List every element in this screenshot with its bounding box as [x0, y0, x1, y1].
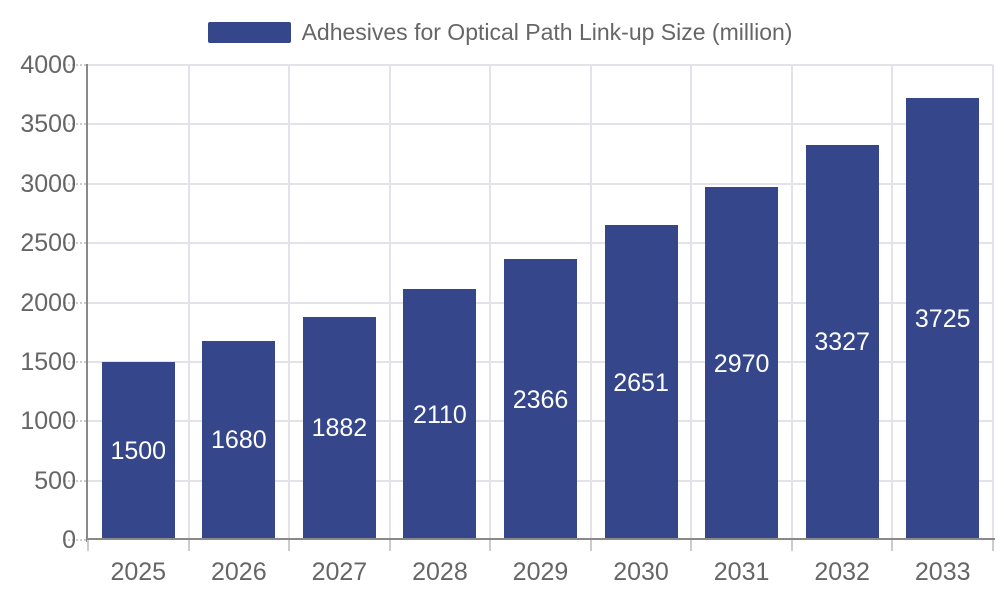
gridline-horizontal — [88, 64, 993, 66]
x-axis-tick-label: 2025 — [110, 558, 167, 586]
bar-value-label: 3327 — [814, 328, 870, 357]
y-axis-tick — [64, 301, 86, 304]
bar: 2651 — [604, 225, 678, 540]
bar-value-label: 3725 — [914, 304, 971, 333]
y-axis-tick-label: 1000 — [20, 407, 76, 436]
x-axis-tick — [388, 540, 391, 551]
y-axis-tick-label: 0 — [62, 526, 76, 554]
gridline-horizontal — [88, 242, 993, 245]
y-axis-tick-label: 4000 — [20, 51, 76, 79]
x-axis-tick-label: 2027 — [311, 558, 368, 586]
y-axis-tick-label: 500 — [34, 466, 76, 495]
x-axis-tick — [992, 540, 994, 551]
x-axis-tick — [489, 540, 492, 551]
gridline-horizontal — [88, 123, 993, 126]
gridline-vertical — [891, 65, 894, 540]
plot-area: 1500 1680 1882 2110 2366 2651 2970 3327 3725 — [88, 64, 994, 540]
bar: 2970 — [705, 187, 779, 540]
y-axis-line — [86, 64, 88, 542]
chart-legend: Adhesives for Optical Path Link-up Size … — [0, 19, 1000, 46]
y-axis-tick-label: 3500 — [20, 110, 76, 139]
y-axis-tick — [64, 539, 86, 541]
gridline-horizontal — [88, 182, 993, 185]
y-axis-tick-label: 2500 — [20, 229, 76, 258]
bar-value-label: 2651 — [613, 368, 669, 397]
bar: 2110 — [403, 289, 477, 540]
y-axis-tick — [64, 242, 86, 245]
gridline-vertical — [489, 65, 492, 540]
x-axis-tick-label: 2033 — [914, 558, 971, 586]
bar: 1680 — [202, 340, 276, 540]
bar-value-label: 2366 — [512, 385, 569, 414]
y-axis-tick — [64, 479, 86, 482]
gridline-vertical — [187, 65, 190, 540]
y-axis-tick-label: 2000 — [20, 288, 76, 317]
x-axis-tick — [891, 540, 894, 551]
x-axis-tick — [187, 540, 190, 551]
x-axis-tick — [589, 540, 592, 551]
bar: 3327 — [805, 144, 879, 540]
gridline-vertical — [288, 65, 291, 540]
y-axis-tick — [64, 420, 86, 423]
x-axis-line — [86, 538, 995, 540]
bar: 3725 — [906, 97, 980, 540]
x-axis-tick — [87, 540, 89, 551]
bar: 2366 — [504, 259, 577, 540]
x-axis-tick-label: 2031 — [713, 558, 770, 586]
x-axis-tick — [790, 540, 793, 551]
bar-value-label: 1680 — [211, 426, 267, 455]
y-axis-tick — [64, 360, 86, 363]
gridline-vertical — [589, 65, 592, 540]
x-axis-tick-label: 2030 — [613, 558, 669, 586]
y-axis-tick-label: 1500 — [20, 347, 76, 376]
x-axis-tick — [288, 540, 291, 551]
y-axis-tick-label: 3000 — [20, 169, 76, 198]
x-axis-tick-label: 2026 — [211, 558, 267, 586]
y-axis-tick — [64, 182, 86, 185]
gridline-vertical — [690, 65, 693, 540]
y-axis-tick — [64, 123, 86, 126]
bar-value-label: 2110 — [413, 400, 467, 429]
bar-value-label: 2970 — [713, 349, 770, 378]
x-axis-tick — [690, 540, 693, 551]
x-axis-tick-label: 2029 — [512, 558, 569, 586]
legend-swatch — [207, 22, 291, 43]
legend-label: Adhesives for Optical Path Link-up Size … — [301, 19, 793, 45]
x-axis-tick-label: 2028 — [412, 558, 468, 586]
bar: 1500 — [101, 361, 175, 540]
bar-value-label: 1500 — [110, 436, 167, 465]
gridline-vertical — [790, 65, 793, 540]
x-axis-tick-label: 2032 — [814, 558, 870, 586]
y-axis-tick — [64, 64, 86, 66]
bar-value-label: 1882 — [311, 414, 368, 443]
gridline-vertical — [992, 65, 994, 540]
gridline-vertical — [388, 65, 391, 540]
bar: 1882 — [302, 316, 376, 540]
